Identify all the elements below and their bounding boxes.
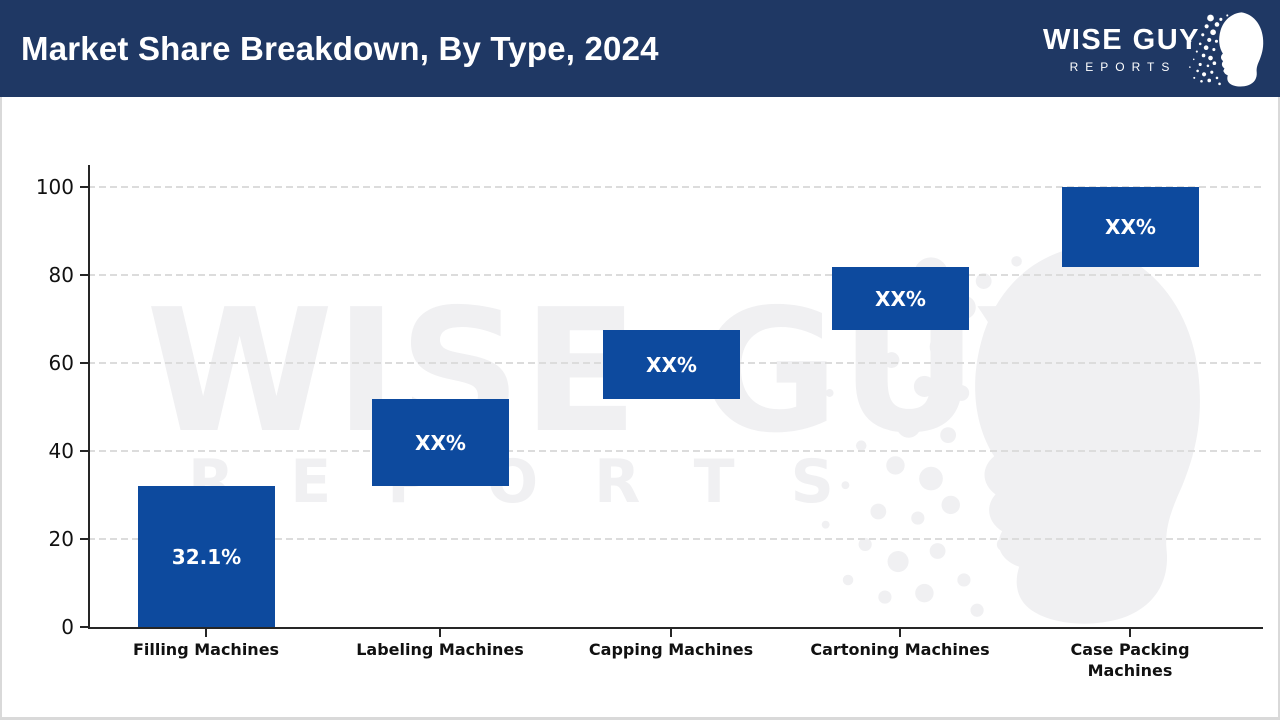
x-tick-label-labeling-machines: Labeling Machines [356, 640, 524, 659]
x-tick-case-packing-machines [1129, 629, 1131, 637]
brand-logo: WISE GUY REPORTS [1043, 7, 1266, 91]
brand-sub: REPORTS [1069, 60, 1177, 74]
x-tick-label-cartoning-machines: Cartoning Machines [810, 640, 990, 659]
y-tick-label-0: 0 [61, 615, 74, 639]
x-tick-capping-machines [670, 629, 672, 637]
y-tick-20 [80, 538, 88, 540]
bar-capping-machines: XX% [603, 330, 740, 399]
y-axis-line [88, 165, 90, 629]
y-tick-40 [80, 450, 88, 452]
bar-labeling-machines: XX% [372, 399, 509, 486]
gridline-40 [88, 450, 1263, 452]
bar-cartoning-machines: XX% [832, 267, 969, 330]
watermark-sub-text: REPORTS [188, 447, 890, 517]
x-tick-label-filling-machines: Filling Machines [132, 640, 280, 659]
bar-value-label-labeling-machines: XX% [415, 430, 466, 455]
x-tick-label-capping-machines: Capping Machines [588, 640, 754, 659]
x-tick-filling-machines [205, 629, 207, 637]
brand-name: WISE GUY [1042, 24, 1200, 56]
gridline-80 [88, 274, 1263, 276]
bar-value-label-case-packing-machines: XX% [1105, 215, 1156, 239]
y-tick-label-60: 60 [48, 351, 74, 375]
bar-filling-machines: 32.1% [138, 486, 275, 627]
bar-value-label-capping-machines: XX% [646, 352, 697, 377]
bar-value-label-cartoning-machines: XX% [875, 286, 926, 311]
bar-case-packing-machines: XX% [1062, 187, 1199, 267]
y-tick-0 [80, 626, 88, 628]
gridline-20 [88, 538, 1263, 540]
brand-face-icon [1186, 7, 1266, 91]
gridline-100 [88, 186, 1263, 188]
y-tick-60 [80, 362, 88, 364]
y-tick-80 [80, 274, 88, 276]
bar-value-label-filling-machines: 32.1% [171, 544, 242, 569]
y-tick-label-100: 100 [35, 175, 74, 199]
x-axis-line [88, 627, 1263, 629]
header: Market Share Breakdown, By Type, 2024 WI… [0, 0, 1280, 97]
page-title: Market Share Breakdown, By Type, 2024 [21, 29, 659, 67]
y-tick-label-80: 80 [48, 263, 74, 287]
x-tick-cartoning-machines [899, 629, 901, 637]
y-tick-100 [80, 186, 88, 188]
y-tick-label-20: 20 [48, 527, 74, 551]
x-tick-labeling-machines [439, 629, 441, 637]
x-tick-label-case-packing-machines: Case Packing Machines [1070, 640, 1190, 680]
y-tick-label-40: 40 [48, 439, 74, 463]
brand-wordmark: WISE GUY REPORTS [1043, 24, 1200, 74]
